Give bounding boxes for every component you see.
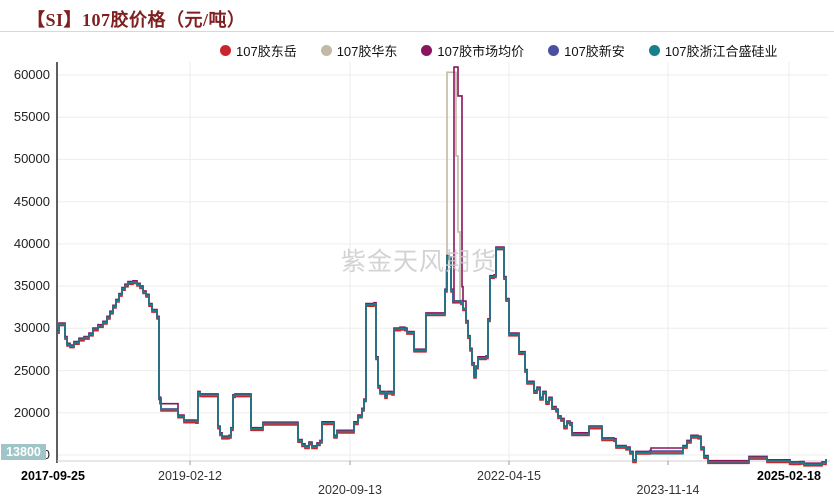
series-dot-icon (220, 45, 231, 56)
legend-label: 107胶市场均价 (437, 44, 525, 59)
series-dot-icon (548, 45, 560, 56)
latest-value-badge: 13800 (1, 444, 46, 460)
legend-label: 107胶华东 (336, 44, 398, 59)
series-dot-icon (320, 45, 332, 56)
legend-item-huadong[interactable]: 107胶华东 (320, 41, 398, 60)
legend-label: 107胶新安 (564, 44, 625, 59)
legend-label: 107胶浙江合盛硅业 (664, 44, 778, 59)
legend-item-zhejiangheshengguiye[interactable]: 107胶浙江合盛硅业 (648, 41, 778, 60)
series-line-1 (57, 248, 827, 467)
legend-item-dongyue[interactable]: 107胶东岳 (220, 41, 297, 60)
legend: 107胶东岳 107胶华东 107胶市场均价 107胶新安 107胶浙江合盛硅业 (220, 41, 778, 60)
legend-item-shichangjunjia[interactable]: 107胶市场均价 (421, 41, 524, 60)
chart-title: 【SI】107胶价格（元/吨） (27, 10, 246, 30)
series-dot-icon (421, 45, 433, 56)
series-line-2 (57, 246, 827, 465)
legend-label: 107胶东岳 (236, 44, 297, 59)
series-dot-icon (648, 45, 660, 56)
title-divider (0, 31, 834, 32)
watermark: 紫金天风期货 (341, 248, 498, 276)
series-line-4 (57, 247, 827, 466)
legend-item-xinan[interactable]: 107胶新安 (548, 41, 625, 60)
